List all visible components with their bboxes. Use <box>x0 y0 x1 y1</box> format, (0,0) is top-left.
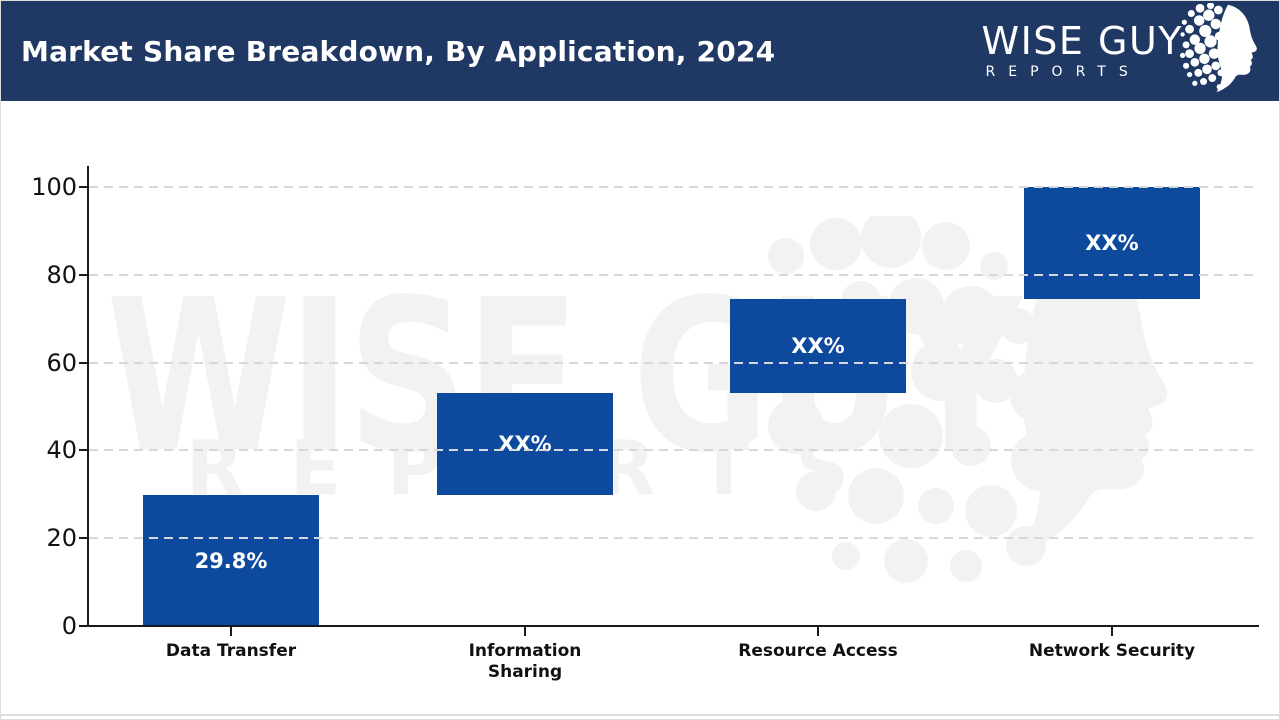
chart-title: Market Share Breakdown, By Application, … <box>21 34 776 68</box>
bar-value-label-3: XX% <box>1085 231 1139 256</box>
gridline-40 <box>89 449 1259 452</box>
y-tick-mark-60 <box>79 361 88 364</box>
x-category-label-1: Information Sharing <box>468 641 582 682</box>
y-tick-mark-0 <box>79 625 88 627</box>
x-category-label-0: Data Transfer <box>165 641 297 661</box>
y-tick-label-20: 20 <box>46 524 77 553</box>
y-tick-mark-20 <box>79 537 88 540</box>
y-tick-mark-40 <box>79 449 88 452</box>
x-category-label-3: Network Security <box>1028 641 1196 661</box>
x-category-label-2: Resource Access <box>738 641 898 661</box>
gridline-60 <box>89 361 1259 364</box>
logo-wordmark: WISE GUY <box>981 19 1183 63</box>
x-tick-mark-0 <box>230 627 232 636</box>
y-axis-line <box>87 166 89 627</box>
y-tick-mark-100 <box>79 186 88 188</box>
logo-wordmark-block: WISE GUY REPORTS <box>982 22 1183 80</box>
x-tick-mark-1 <box>524 627 526 636</box>
bar-value-label-0: 29.8% <box>194 548 268 573</box>
y-tick-mark-80 <box>79 273 88 276</box>
y-tick-label-40: 40 <box>46 436 77 465</box>
gridline-80 <box>89 273 1259 276</box>
bar-segment-1: XX% <box>437 393 613 496</box>
logo-subtitle: REPORTS <box>985 64 1141 80</box>
bar-segment-0: 29.8% <box>143 495 319 626</box>
y-tick-label-60: 60 <box>46 348 77 377</box>
y-tick-label-0: 0 <box>61 612 77 640</box>
bar-value-label-1: XX% <box>498 432 552 457</box>
y-tick-label-80: 80 <box>46 260 77 289</box>
bar-value-label-2: XX% <box>791 334 845 359</box>
wiseguy-logo: WISE GUY REPORTS <box>982 3 1265 99</box>
x-axis-line <box>87 625 1259 627</box>
watermark-head-icon <box>768 216 1168 583</box>
x-tick-mark-3 <box>1111 627 1113 636</box>
logo-head-icon <box>1179 3 1257 93</box>
y-tick-label-100: 100 <box>31 173 77 201</box>
gridline-100 <box>89 186 1259 188</box>
gridline-20 <box>89 537 1259 540</box>
bar-segment-2: XX% <box>730 299 906 394</box>
header-bar: Market Share Breakdown, By Application, … <box>1 1 1279 101</box>
bar-segment-3: XX% <box>1024 187 1200 300</box>
page-bottom-divider <box>1 714 1279 716</box>
x-tick-mark-2 <box>817 627 819 636</box>
